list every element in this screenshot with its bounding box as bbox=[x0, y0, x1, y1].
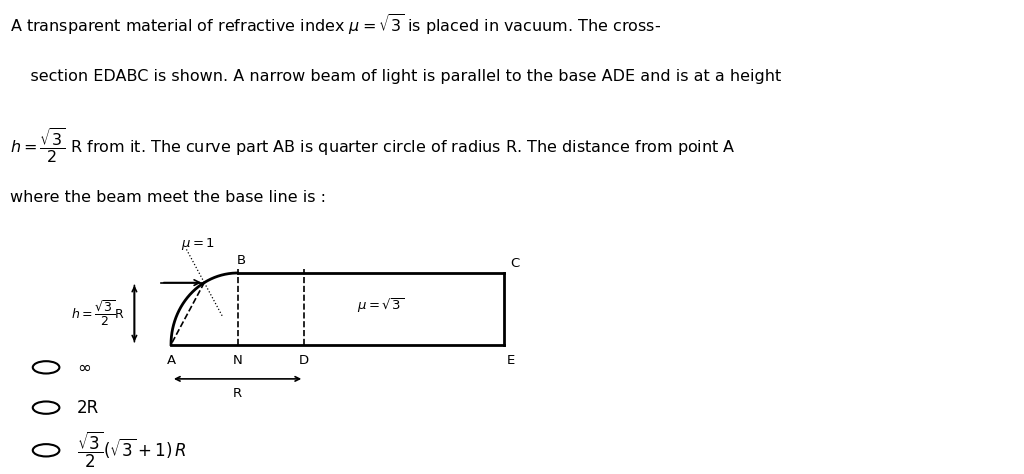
Text: section EDABC is shown. A narrow beam of light is parallel to the base ADE and i: section EDABC is shown. A narrow beam of… bbox=[10, 69, 781, 84]
Text: D: D bbox=[299, 354, 309, 367]
Text: N: N bbox=[232, 354, 243, 367]
Text: 2R: 2R bbox=[77, 399, 99, 417]
Text: $\infty$: $\infty$ bbox=[77, 358, 91, 376]
Text: C: C bbox=[510, 257, 520, 270]
Text: $h=\dfrac{\sqrt{3}}{2}$R: $h=\dfrac{\sqrt{3}}{2}$R bbox=[72, 299, 125, 328]
Text: where the beam meet the base line is :: where the beam meet the base line is : bbox=[10, 190, 327, 205]
Text: A: A bbox=[167, 354, 175, 367]
Text: $\mu=1$: $\mu=1$ bbox=[181, 236, 215, 252]
Text: A transparent material of refractive index $\mu = \sqrt{3}$ is placed in vacuum.: A transparent material of refractive ind… bbox=[10, 12, 662, 37]
Text: R: R bbox=[233, 387, 242, 401]
Text: E: E bbox=[506, 354, 515, 367]
Text: $\mu=\sqrt{3}$: $\mu=\sqrt{3}$ bbox=[357, 296, 404, 315]
Text: $h = \dfrac{\sqrt{3}}{2}$ R from it. The curve part AB is quarter circle of radi: $h = \dfrac{\sqrt{3}}{2}$ R from it. The… bbox=[10, 126, 736, 164]
Text: $\dfrac{\sqrt{3}}{2}(\sqrt{3}+1)\,R$: $\dfrac{\sqrt{3}}{2}(\sqrt{3}+1)\,R$ bbox=[77, 430, 186, 470]
Text: B: B bbox=[237, 255, 246, 267]
